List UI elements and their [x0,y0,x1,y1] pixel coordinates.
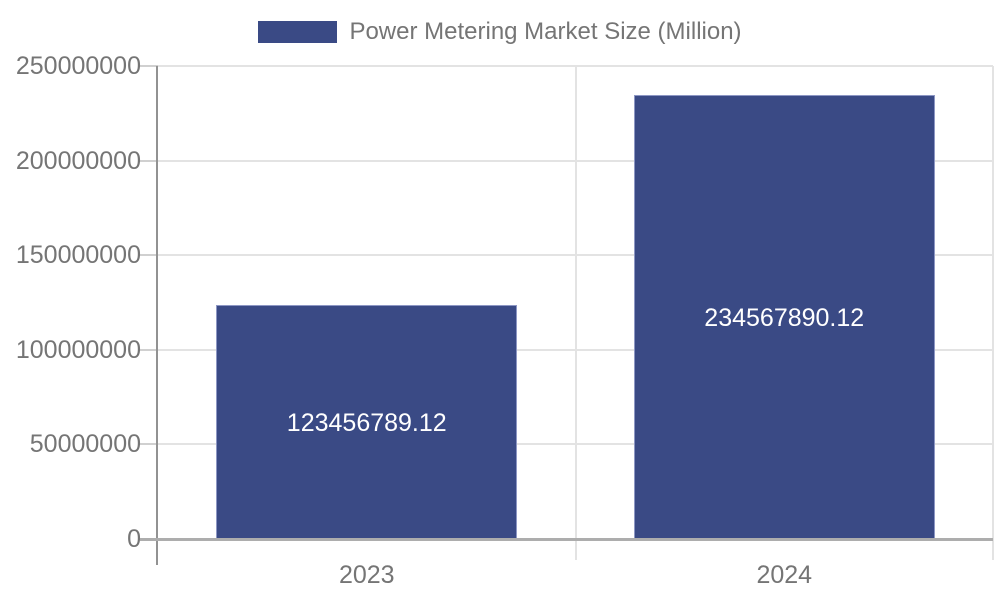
vertical-gridline [574,66,577,560]
legend-label: Power Metering Market Size (Million) [349,18,742,45]
bar-2023[interactable]: 123456789.12 [216,305,518,539]
bar-value-label: 234567890.12 [704,304,865,333]
bar-2024[interactable]: 234567890.12 [633,95,935,539]
legend-swatch-icon [258,21,338,43]
x-axis-line [140,538,993,541]
x-axis-tick-label: 2024 [756,561,813,589]
y-axis-tick [140,65,158,67]
bar-value-label: 123456789.12 [286,409,447,438]
legend[interactable]: Power Metering Market Size (Million) [0,18,1000,46]
y-axis-tick-label: 100000000 [15,335,141,364]
y-axis-line [156,66,158,565]
y-axis-tick [140,348,158,351]
y-axis-tick-label: 150000000 [15,241,141,270]
x-axis-tick-label: 2023 [338,561,395,589]
y-axis-tick-label: 200000000 [15,146,141,175]
y-axis-tick-label: 50000000 [29,430,141,459]
y-axis-tick-label: 250000000 [15,52,141,80]
y-axis-tick [140,443,158,446]
vertical-gridline [992,66,994,560]
y-axis-tick-label: 0 [127,525,141,553]
y-axis-tick [140,254,158,257]
y-axis-tick [140,159,158,162]
